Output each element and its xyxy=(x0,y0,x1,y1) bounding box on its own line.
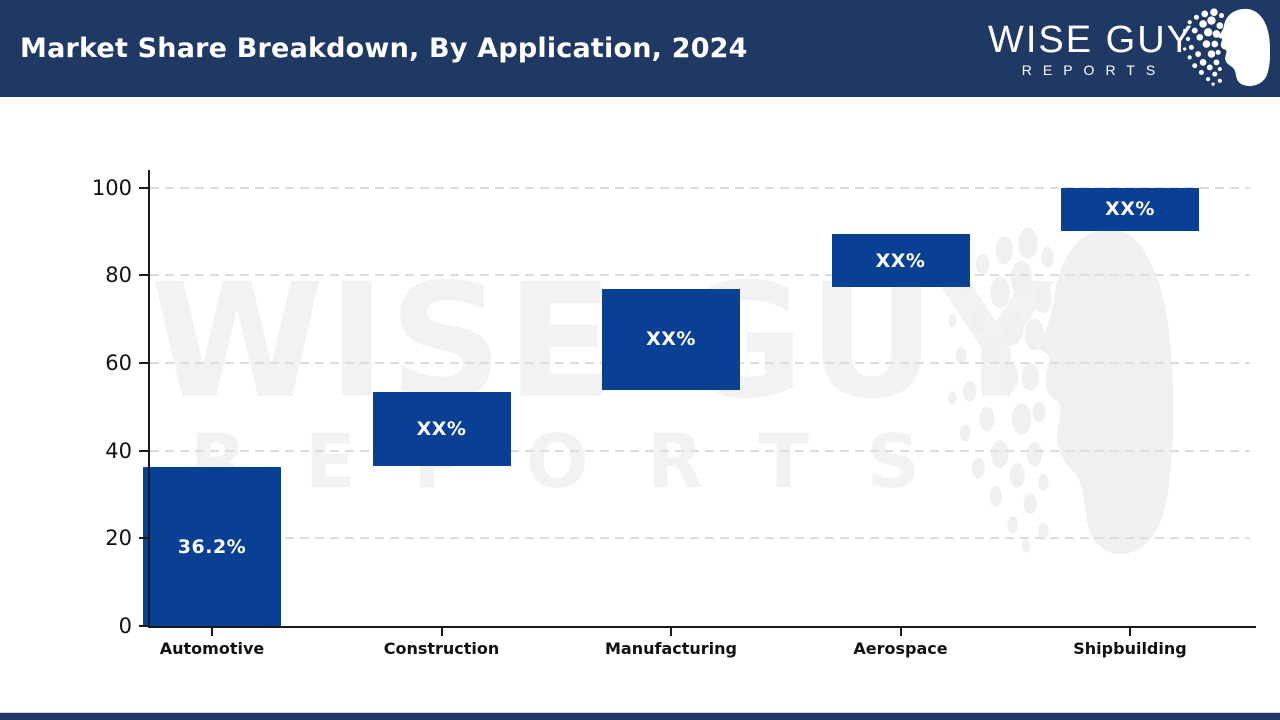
bar-shipbuilding: XX% xyxy=(1061,187,1199,232)
x-label-manufacturing: Manufacturing xyxy=(605,639,737,658)
y-tick-label-0: 0 xyxy=(118,614,132,638)
bar-value-label-manufacturing: XX% xyxy=(646,328,696,351)
footer-bar xyxy=(0,713,1280,720)
x-axis-spine xyxy=(148,626,1256,628)
x-label-automotive: Automotive xyxy=(159,639,265,658)
bar-construction: XX% xyxy=(372,391,511,466)
gridline-20 xyxy=(150,537,1250,540)
x-tick-mark-manufacturing xyxy=(670,628,672,636)
y-tick-label-60: 60 xyxy=(105,350,132,375)
page-title: Market Share Breakdown, By Application, … xyxy=(20,33,748,64)
x-label-aerospace: Aerospace xyxy=(853,639,948,658)
plot-area: 36.2% XX% XX% XX% XX% xyxy=(143,170,1250,626)
x-tick-mark-shipbuilding xyxy=(1129,628,1131,636)
y-axis-spine xyxy=(148,170,150,628)
y-tick-mark-80 xyxy=(139,274,148,277)
y-tick-mark-0 xyxy=(139,625,148,627)
x-label-construction: Construction xyxy=(383,639,500,658)
y-tick-mark-60 xyxy=(139,361,148,364)
bar-aerospace: XX% xyxy=(831,233,970,288)
watermark-wordmark: WISE GUY xyxy=(150,250,1057,434)
y-tick-label-40: 40 xyxy=(105,438,132,463)
bar-value-label-shipbuilding: XX% xyxy=(1105,198,1155,221)
x-tick-mark-aerospace xyxy=(899,628,902,636)
y-tick-label-20: 20 xyxy=(105,526,132,551)
bar-value-label-construction: XX% xyxy=(416,417,467,440)
x-tick-mark-construction xyxy=(440,628,443,636)
gridline-100 xyxy=(150,186,1250,189)
bar-manufacturing: XX% xyxy=(602,288,740,390)
bar-value-label-automotive: 36.2% xyxy=(177,535,247,558)
x-label-shipbuilding: Shipbuilding xyxy=(1073,639,1187,658)
watermark: WISE GUY REPORTS xyxy=(150,250,1057,505)
y-tick-mark-100 xyxy=(139,186,148,189)
y-tick-label-80: 80 xyxy=(105,263,132,288)
wise-guy-logo: WISE GUY REPORTS xyxy=(988,0,1270,97)
logo-wordmark: WISE GUY xyxy=(987,18,1194,61)
y-tick-mark-20 xyxy=(139,537,148,540)
y-tick-label-100: 100 xyxy=(91,175,132,200)
y-tick-mark-40 xyxy=(139,449,148,452)
x-tick-mark-automotive xyxy=(211,628,213,636)
bottom-divider xyxy=(0,712,1280,713)
bar-value-label-aerospace: XX% xyxy=(875,249,926,272)
gridline-40 xyxy=(150,449,1250,452)
gridline-80 xyxy=(150,274,1250,277)
header-bar: Market Share Breakdown, By Application, … xyxy=(0,0,1280,97)
bar-automotive: 36.2% xyxy=(143,467,281,626)
logo-text: WISE GUY REPORTS xyxy=(988,20,1194,78)
watermark-subtitle: REPORTS xyxy=(190,419,979,505)
logo-subtitle: REPORTS xyxy=(1021,61,1167,78)
